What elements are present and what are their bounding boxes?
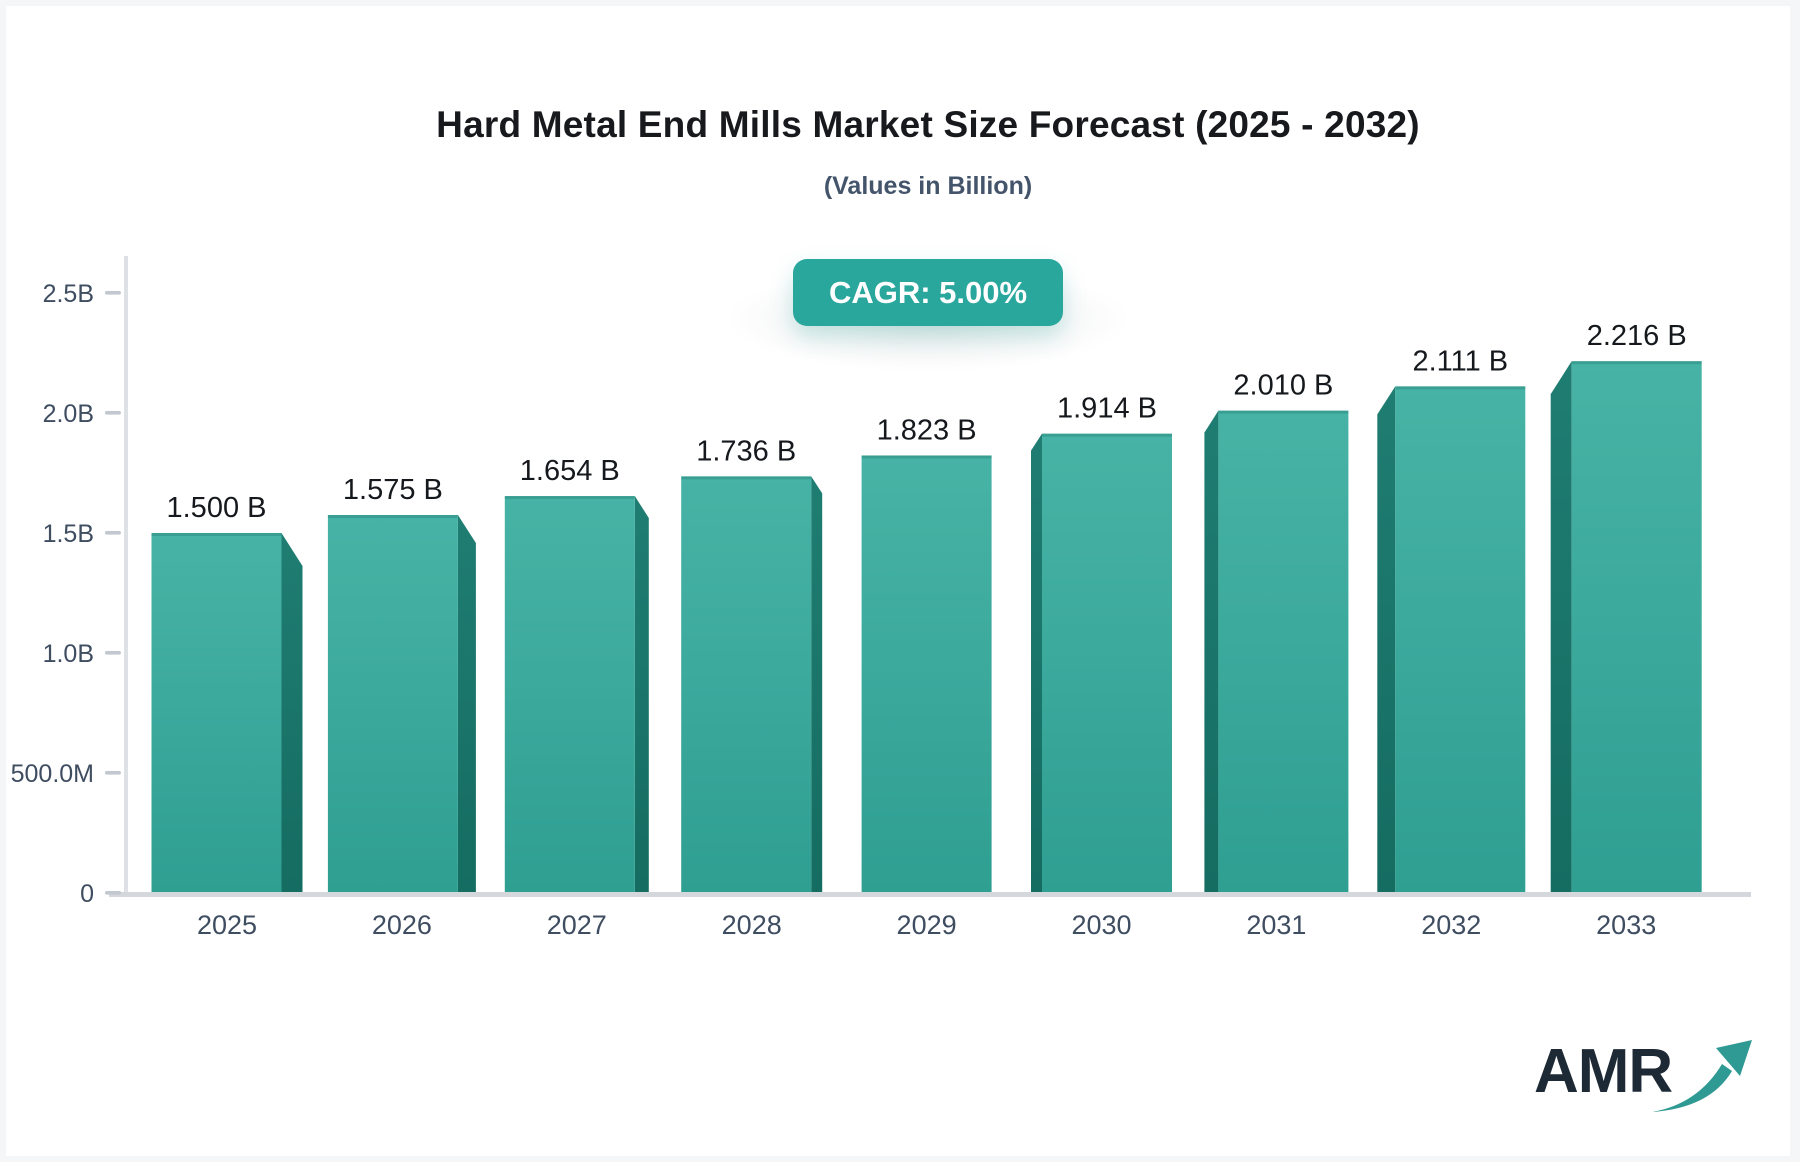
bar-side-face	[1031, 433, 1042, 892]
y-tick-mark	[105, 771, 121, 775]
bar-value-label: 1.654 B	[520, 455, 620, 487]
y-axis-line	[124, 256, 128, 896]
x-tick-label: 2030	[1071, 910, 1131, 940]
y-tick-label: 0	[80, 880, 94, 908]
x-tick-label: 2029	[897, 910, 957, 940]
y-tick-label: 2.5B	[43, 280, 94, 308]
bar[interactable]	[504, 496, 635, 892]
trend-arrow-icon	[1652, 1040, 1752, 1112]
chart-card: Hard Metal End Mills Market Size Forecas…	[6, 6, 1790, 1156]
y-tick-label: 1.0B	[43, 640, 94, 668]
bar-side-face	[811, 476, 823, 892]
bar[interactable]	[1395, 386, 1526, 892]
bar-side-face	[281, 533, 303, 892]
bar-side-face	[634, 496, 649, 892]
bar-top-edge	[151, 533, 282, 536]
y-tick-label: 500.0M	[11, 760, 94, 788]
y-tick-mark	[105, 651, 121, 655]
amr-logo-text: AMR	[1534, 1037, 1673, 1106]
bar-side-face	[1550, 361, 1572, 892]
bar-top-edge	[1218, 410, 1349, 414]
y-tick-mark	[105, 291, 121, 295]
bar-top-edge	[681, 476, 812, 480]
x-tick-label: 2028	[722, 910, 782, 940]
bar[interactable]	[681, 476, 812, 892]
bar-group: 1.823 B 2029	[861, 414, 992, 940]
bar-side-face	[1377, 386, 1396, 892]
bar-value-label: 1.575 B	[343, 474, 443, 506]
x-tick-label: 2026	[372, 910, 432, 940]
bar-value-label: 2.216 B	[1587, 320, 1687, 352]
bar-value-label: 1.736 B	[696, 435, 796, 467]
bar-value-label: 1.914 B	[1057, 393, 1157, 425]
bar-group: 1.736 B 2028	[681, 435, 823, 940]
bar-top-edge	[1042, 433, 1172, 437]
x-tick-label: 2032	[1421, 910, 1481, 940]
bar-group: 1.914 B 2030	[1031, 393, 1172, 940]
bar-value-label: 2.111 B	[1412, 345, 1508, 377]
bar-layer: 1.500 B 2025 1.575 B 2026 1.654 B 2027 1.736 B…	[151, 320, 1702, 940]
bar[interactable]	[327, 515, 458, 892]
bar-group: 2.111 B 2032	[1377, 345, 1526, 940]
bar-top-edge	[1395, 386, 1526, 390]
bar[interactable]	[1571, 361, 1702, 892]
bar-value-label: 1.500 B	[167, 492, 267, 524]
bar-group: 1.575 B 2026	[327, 474, 476, 940]
x-tick-label: 2031	[1246, 910, 1306, 940]
axis-layer: 2.5B 2.0B 1.5B 1.0B 500.0M 0	[11, 256, 1751, 908]
bar-top-edge	[504, 496, 635, 500]
y-tick-label: 1.5B	[43, 520, 94, 548]
bar[interactable]	[151, 533, 282, 892]
bar-group: 2.010 B 2031	[1204, 370, 1349, 940]
amr-logo: AMR	[1534, 1036, 1752, 1126]
bar-value-label: 1.823 B	[877, 414, 977, 446]
bar-chart: 2.5B 2.0B 1.5B 1.0B 500.0M 0 1.500 B 2025 1.575…	[11, 256, 1751, 940]
bar-group: 2.216 B 2033	[1550, 320, 1702, 940]
bar[interactable]	[861, 455, 992, 892]
x-tick-label: 2033	[1596, 910, 1656, 940]
bar-group: 1.654 B 2027	[504, 455, 649, 940]
bar-side-face	[1204, 410, 1219, 892]
bar-top-edge	[327, 515, 458, 518]
y-tick-mark	[105, 891, 121, 895]
bar[interactable]	[1042, 433, 1172, 892]
y-tick-mark	[105, 411, 121, 415]
y-tick-label: 2.0B	[43, 400, 94, 428]
x-axis-baseline	[109, 892, 1751, 897]
x-tick-label: 2025	[197, 910, 257, 940]
bar[interactable]	[1218, 410, 1349, 892]
bar-side-face	[457, 515, 476, 892]
bar-value-label: 2.010 B	[1233, 370, 1333, 402]
bar-top-edge	[1571, 361, 1702, 365]
bar-group: 1.500 B 2025	[151, 492, 303, 940]
bar-top-edge	[861, 455, 992, 459]
x-tick-label: 2027	[547, 910, 607, 940]
y-tick-mark	[105, 531, 121, 535]
